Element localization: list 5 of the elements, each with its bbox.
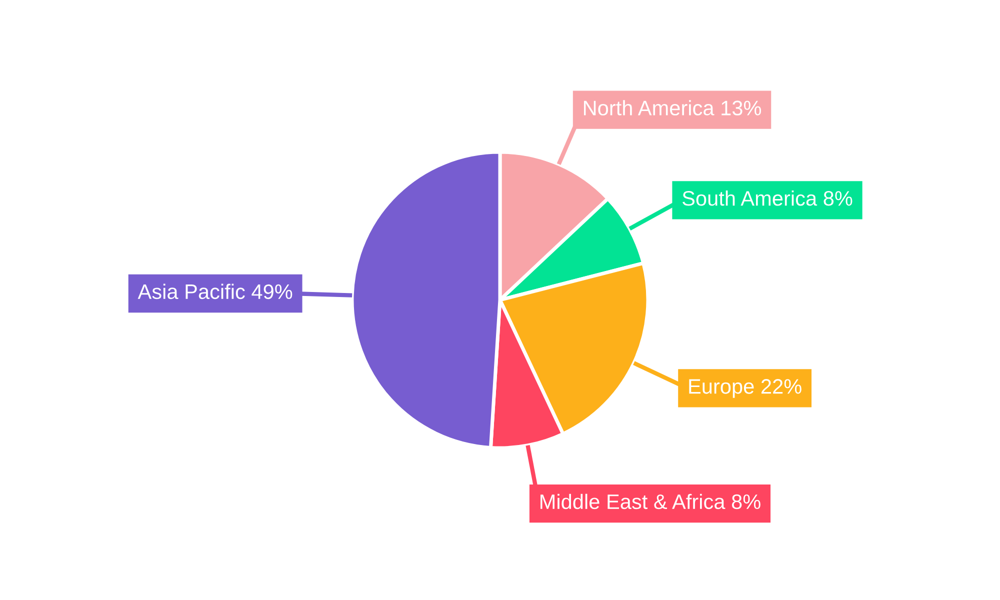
slice-label: South America 8% [682, 190, 852, 206]
slice-label: Asia Pacific 49% [138, 284, 292, 300]
slice-label: North America 13% [584, 100, 762, 116]
slice-label: Middle East & Africa 8% [540, 494, 760, 510]
slice-label: Europe 22% [689, 379, 802, 398]
